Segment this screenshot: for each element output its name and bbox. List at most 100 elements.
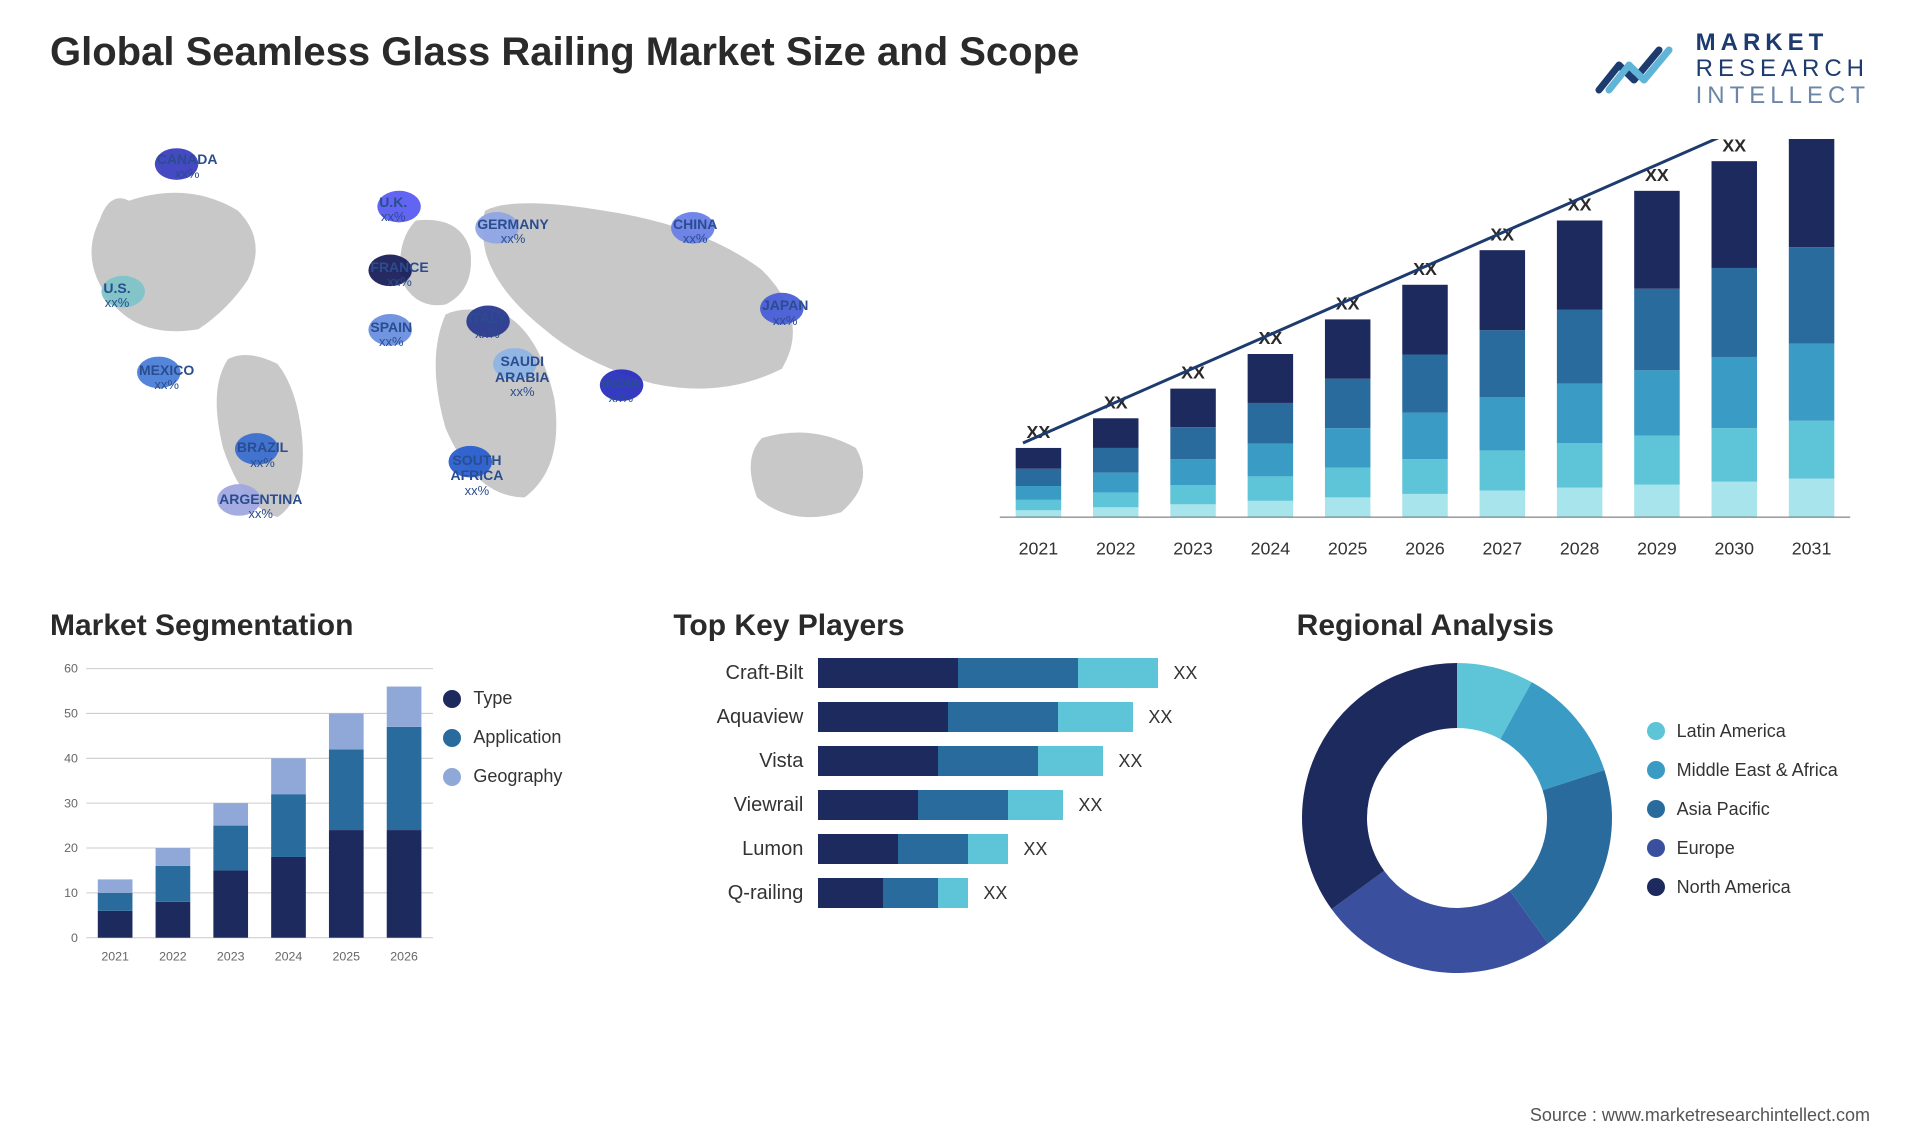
player-segment [818,790,918,820]
player-segment [958,658,1078,688]
player-row-viewrail: ViewrailXX [673,790,1246,820]
player-segment [883,878,938,908]
players-panel: Top Key Players Craft-BiltXX AquaviewXX Vi… [673,609,1246,969]
legend-swatch [1647,878,1665,896]
svg-text:2024: 2024 [275,950,303,964]
map-label-italy: ITALYxx% [468,311,506,341]
map-label-japan: JAPANxx% [762,298,808,328]
svg-text:2024: 2024 [1251,539,1291,559]
map-label-india: INDIAxx% [602,376,640,406]
svg-text:2021: 2021 [101,950,129,964]
svg-text:2022: 2022 [159,950,187,964]
legend-label: North America [1677,877,1791,898]
regional-legend-middle-east---africa: Middle East & Africa [1647,760,1870,781]
player-bar [818,702,1133,732]
map-label-southafrica: SOUTHAFRICAxx% [451,453,504,498]
svg-text:40: 40 [64,752,78,766]
player-row-aquaview: AquaviewXX [673,702,1246,732]
player-value: XX [1118,751,1142,772]
player-value: XX [1148,707,1172,728]
svg-text:50: 50 [64,707,78,721]
svg-text:2030: 2030 [1714,539,1754,559]
legend-label: Application [473,727,561,748]
map-label-argentina: ARGENTINAxx% [219,492,302,522]
player-name: Vista [673,750,803,773]
svg-text:2029: 2029 [1637,539,1677,559]
svg-text:XX: XX [1722,139,1746,155]
brand-logo: MARKET RESEARCH INTELLECT [1594,30,1870,109]
map-label-china: CHINAxx% [673,217,717,247]
legend-label: Geography [473,766,562,787]
map-label-spain: SPAINxx% [370,320,412,350]
map-label-uk: U.K.xx% [379,195,407,225]
player-segment [968,834,1008,864]
player-segment [818,702,948,732]
svg-text:60: 60 [64,662,78,676]
map-label-germany: GERMANYxx% [477,217,549,247]
map-label-brazil: BRAZILxx% [237,440,288,470]
player-segment [1078,658,1158,688]
logo-text-1: MARKET [1696,30,1870,56]
player-segment [948,702,1058,732]
player-segment [818,834,898,864]
svg-text:2026: 2026 [1405,539,1445,559]
svg-text:2031: 2031 [1792,539,1832,559]
legend-swatch [443,768,461,786]
svg-text:2023: 2023 [1173,539,1213,559]
player-bar [818,658,1158,688]
player-row-craftbilt: Craft-BiltXX [673,658,1246,688]
legend-swatch [1647,761,1665,779]
svg-text:2022: 2022 [1096,539,1136,559]
player-segment [818,658,958,688]
player-segment [918,790,1008,820]
player-bar [818,746,1103,776]
svg-text:20: 20 [64,841,78,855]
players-title: Top Key Players [673,609,1246,643]
map-label-canada: CANADAxx% [157,152,218,182]
svg-text:2028: 2028 [1560,539,1600,559]
logo-icon [1594,35,1684,105]
svg-text:10: 10 [64,886,78,900]
legend-label: Type [473,688,512,709]
legend-swatch [1647,722,1665,740]
svg-text:XX: XX [1490,224,1514,244]
legend-swatch [1647,839,1665,857]
map-label-us: U.S.xx% [103,281,130,311]
legend-swatch [443,690,461,708]
player-segment [938,878,968,908]
player-segment [1058,702,1133,732]
logo-text-2: RESEARCH [1696,56,1870,82]
player-segment [898,834,968,864]
regional-legend-north-america: North America [1647,877,1870,898]
legend-label: Europe [1677,838,1735,859]
svg-text:2026: 2026 [390,950,418,964]
legend-label: Latin America [1677,721,1786,742]
player-value: XX [1173,663,1197,684]
segmentation-title: Market Segmentation [50,609,623,643]
player-segment [1008,790,1063,820]
player-bar [818,878,968,908]
svg-text:2025: 2025 [1328,539,1368,559]
player-segment [938,746,1038,776]
map-label-saudiarabia: SAUDIARABIAxx% [495,354,549,399]
regional-legend-asia-pacific: Asia Pacific [1647,799,1870,820]
regional-panel: Regional Analysis Latin AmericaMiddle Ea… [1297,609,1870,969]
source-attribution: Source : www.marketresearchintellect.com [1530,1105,1870,1126]
legend-label: Middle East & Africa [1677,760,1838,781]
player-row-qrailing: Q-railingXX [673,878,1246,908]
world-map: CANADAxx% U.S.xx% MEXICOxx% BRAZILxx% ARGENT… [50,139,940,569]
regional-donut [1297,658,1617,978]
regional-legend-europe: Europe [1647,838,1870,859]
player-name: Lumon [673,838,803,861]
regional-legend-latin-america: Latin America [1647,721,1870,742]
player-segment [1038,746,1103,776]
segmentation-panel: Market Segmentation 01020304050602021202… [50,609,623,969]
legend-swatch [1647,800,1665,818]
map-label-mexico: MEXICOxx% [139,363,194,393]
svg-text:0: 0 [71,931,78,945]
player-value: XX [1023,839,1047,860]
player-segment [818,878,883,908]
svg-text:2025: 2025 [332,950,360,964]
logo-text-3: INTELLECT [1696,83,1870,109]
player-name: Q-railing [673,882,803,905]
